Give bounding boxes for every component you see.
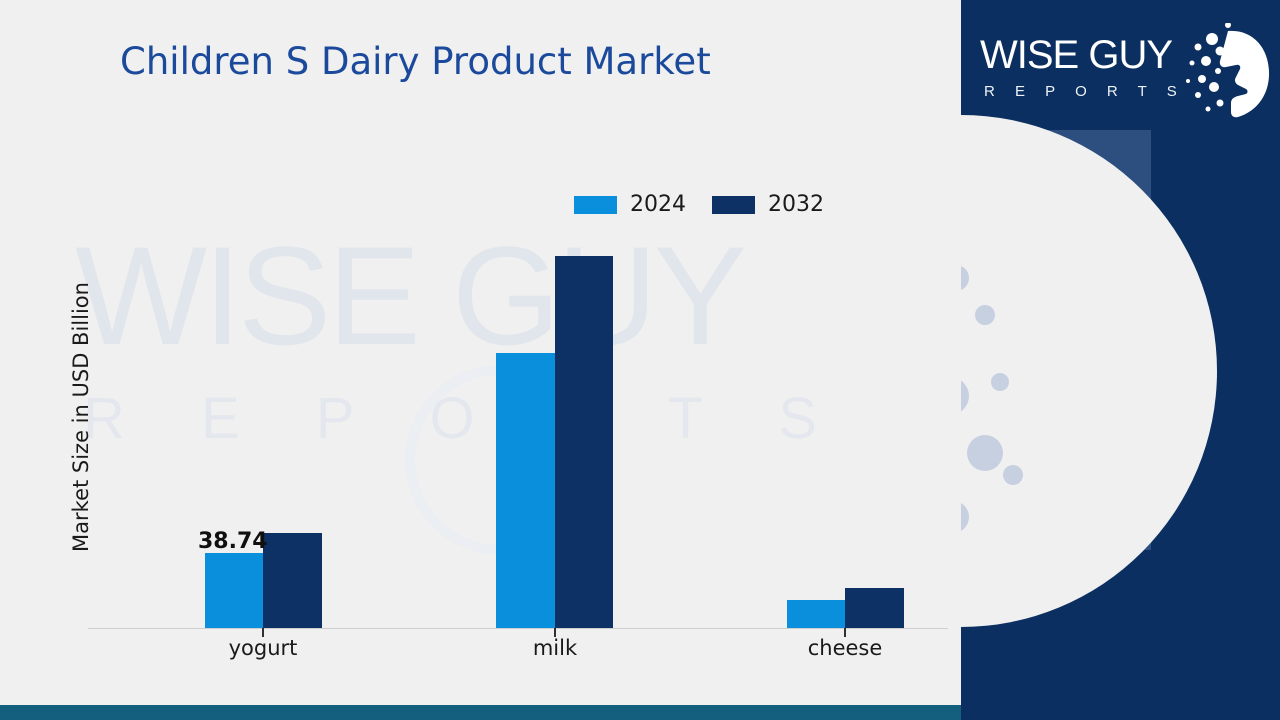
brand-panel	[961, 0, 1280, 720]
bar-milk-2032[interactable]	[555, 256, 613, 628]
neural-dot-cluster-icon	[961, 115, 1217, 627]
legend-label-2024: 2024	[630, 192, 686, 217]
category-label-milk: milk	[532, 636, 578, 660]
tick-cheese	[844, 628, 846, 637]
bar-yogurt-2032[interactable]	[263, 533, 322, 628]
bar-yogurt-2024[interactable]	[205, 553, 263, 628]
logo-wordmark: WISE GUY	[980, 33, 1173, 77]
legend-swatch-2024	[574, 196, 617, 214]
legend-label-2032: 2032	[768, 192, 824, 217]
plot-area: 38.74 yogurt milk cheese	[88, 256, 948, 660]
legend-item-2024[interactable]: 2024	[574, 194, 686, 216]
category-label-cheese: cheese	[807, 636, 883, 660]
wiseguy-logo[interactable]: WISE GUY R E P O R T S	[980, 23, 1270, 118]
bar-milk-2024[interactable]	[496, 353, 555, 628]
legend-swatch-2032	[712, 196, 755, 214]
logo-subtext: R E P O R T S	[984, 83, 1185, 100]
legend-item-2032[interactable]: 2032	[712, 194, 824, 216]
chart-legend: 2024 2032	[574, 194, 824, 216]
bar-cheese-2024[interactable]	[787, 600, 845, 628]
page-title: Children S Dairy Product Market	[120, 40, 711, 83]
tick-milk	[554, 628, 556, 637]
tick-yogurt	[262, 628, 264, 637]
value-label-yogurt-2024: 38.74	[198, 529, 268, 554]
bottom-accent-strip	[0, 705, 961, 720]
head-profile-dots-icon	[1186, 23, 1270, 118]
bar-cheese-2032[interactable]	[845, 588, 904, 628]
bar-chart: Market Size in USD Billion 2024 2032 38.…	[69, 194, 948, 660]
x-axis-line	[88, 628, 948, 629]
category-label-yogurt: yogurt	[228, 636, 298, 660]
